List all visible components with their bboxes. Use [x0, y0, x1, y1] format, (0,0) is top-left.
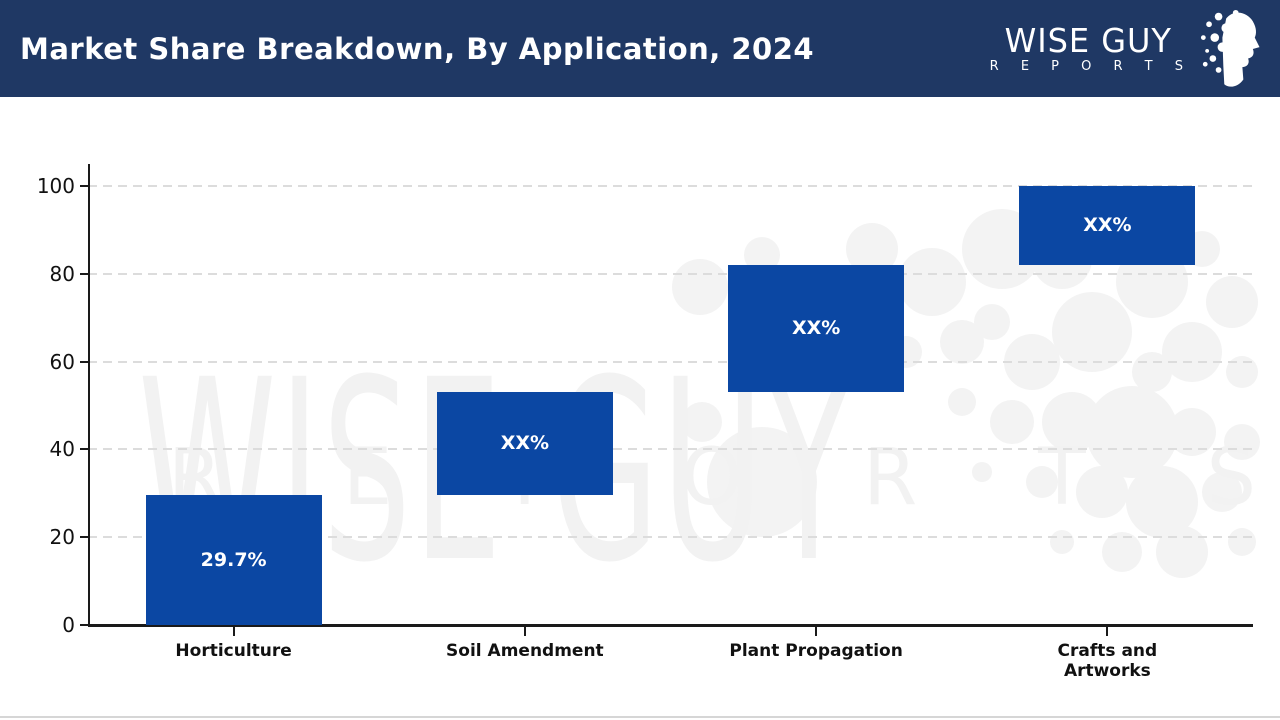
y-tick-label-60: 60	[49, 349, 75, 374]
x-tick-1	[523, 627, 526, 636]
y-tick-0	[80, 624, 88, 626]
bar-crafts-and-artworks: XX%	[1019, 186, 1196, 265]
x-category-label: Plant Propagation	[729, 641, 903, 661]
y-axis-line	[88, 164, 90, 627]
x-tick-2	[815, 627, 818, 636]
gridline-80	[88, 272, 1253, 275]
bar-value-label: XX%	[791, 317, 841, 340]
x-category-label: Horticulture	[175, 641, 292, 661]
x-axis-line	[88, 624, 1253, 627]
brand-head-icon	[1200, 9, 1260, 87]
footer-divider	[0, 716, 1280, 718]
brand-logo: WISE GUY R E P O R T S	[984, 8, 1266, 90]
y-tick-40	[80, 448, 88, 451]
x-tick-0	[232, 627, 235, 636]
y-tick-60	[80, 360, 88, 363]
y-tick-label-40: 40	[49, 437, 75, 462]
x-category-label: Soil Amendment	[446, 641, 604, 661]
x-category-label: Crafts and Artworks	[1057, 641, 1158, 682]
brand-name: WISE GUY	[1004, 20, 1172, 60]
y-tick-80	[80, 272, 88, 275]
bar-value-label: XX%	[500, 432, 550, 455]
y-tick-label-0: 0	[62, 613, 75, 637]
bar-value-label: XX%	[1083, 214, 1132, 237]
y-tick-label-20: 20	[49, 525, 75, 550]
bar-soil-amendment: XX%	[436, 391, 613, 495]
header-bar: Market Share Breakdown, By Application, …	[0, 0, 1280, 97]
y-tick-100	[80, 185, 88, 187]
bar-plant-propagation: XX%	[728, 264, 905, 392]
gridline-60	[88, 360, 1253, 363]
y-tick-20	[80, 536, 88, 539]
brand-logo-text: WISE GUY R E P O R T S	[984, 20, 1192, 75]
page-title: Market Share Breakdown, By Application, …	[20, 31, 815, 66]
gridline-100	[88, 185, 1253, 187]
gridline-20	[88, 536, 1253, 539]
gridline-40	[88, 448, 1253, 451]
bar-value-label: 29.7%	[200, 548, 267, 571]
brand-subname: R E P O R T S	[989, 59, 1192, 75]
x-tick-3	[1106, 627, 1109, 636]
bar-horticulture: 29.7%	[145, 494, 322, 625]
y-tick-label-100: 100	[36, 174, 75, 198]
y-tick-label-80: 80	[49, 261, 75, 286]
